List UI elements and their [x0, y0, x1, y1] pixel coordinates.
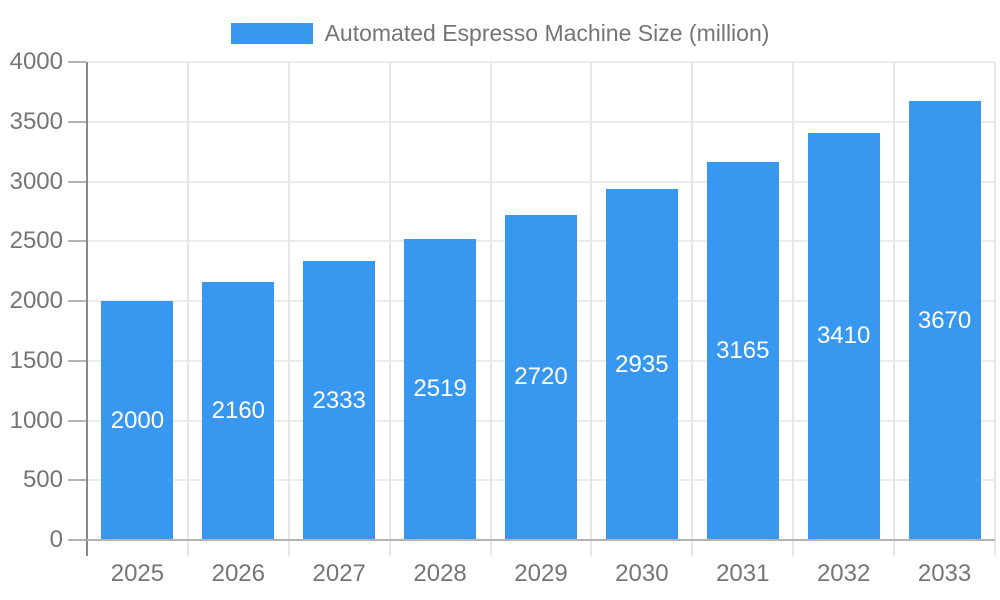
y-axis-tick — [68, 359, 86, 362]
v-gridline — [186, 62, 189, 556]
y-axis-tick — [68, 61, 86, 63]
v-gridline — [792, 62, 795, 556]
bar-value-label: 2333 — [312, 386, 366, 414]
x-axis-tick-label: 2027 — [312, 560, 366, 587]
y-axis-tick-label: 3000 — [9, 167, 63, 195]
y-axis-tick — [68, 419, 86, 422]
y-axis-tick — [68, 240, 86, 243]
legend-label: Automated Espresso Machine Size (million… — [324, 20, 770, 46]
y-axis-tick — [68, 180, 86, 183]
x-axis-tick-label: 2029 — [514, 560, 568, 587]
bar — [101, 301, 174, 540]
bar-value-label: 2935 — [615, 350, 669, 378]
y-axis-line — [86, 62, 88, 556]
y-axis-tick — [68, 120, 86, 123]
y-axis-tick-label: 4000 — [9, 48, 63, 75]
bar — [605, 189, 678, 540]
chart-legend: Automated Espresso Machine Size (million… — [0, 22, 1000, 45]
y-axis-tick — [68, 479, 86, 482]
bar-value-label: 2160 — [211, 396, 266, 424]
bar-value-label: 2519 — [413, 375, 467, 403]
bar-value-label: 2720 — [514, 363, 568, 391]
bar-value-label: 3165 — [716, 336, 770, 364]
h-gridline — [87, 120, 995, 123]
x-axis-baseline — [87, 539, 995, 541]
bar — [505, 214, 577, 540]
x-axis-tick-label: 2026 — [211, 560, 265, 587]
bar-value-label: 3410 — [816, 322, 871, 350]
bar — [706, 161, 779, 540]
x-axis-tick-label: 2028 — [413, 560, 467, 587]
h-gridline — [87, 61, 995, 63]
v-gridline — [893, 62, 896, 556]
bar — [303, 261, 376, 540]
v-gridline — [691, 62, 694, 556]
bar — [908, 101, 981, 540]
v-gridline — [590, 62, 593, 556]
bar — [404, 238, 477, 540]
x-axis-tick-label: 2025 — [110, 560, 165, 587]
x-axis-tick-label: 2031 — [716, 560, 770, 587]
bar — [202, 281, 275, 540]
v-gridline — [489, 62, 492, 556]
plot-area: 0 500 1000 1500 2000 2500 3000 3500 4000 2025 2026… — [10, 50, 996, 586]
x-axis-tick-label: 2030 — [615, 560, 669, 587]
bar — [807, 132, 880, 540]
v-gridline — [994, 62, 996, 556]
legend-swatch — [230, 23, 313, 44]
y-axis-tick-label: 1000 — [9, 406, 63, 434]
y-axis-tick-label: 0 — [49, 526, 63, 553]
bar-value-label: 3670 — [917, 306, 972, 334]
v-gridline — [287, 62, 290, 556]
x-axis-tick-label: 2033 — [917, 560, 972, 587]
y-axis-tick-label: 2000 — [9, 287, 63, 314]
y-axis-tick — [68, 539, 86, 541]
y-axis-tick-label: 500 — [22, 466, 63, 494]
y-axis-tick-label: 2500 — [9, 227, 63, 255]
y-axis-tick-label: 3500 — [9, 107, 63, 135]
v-gridline — [388, 62, 391, 556]
bar-value-label: 2000 — [110, 406, 165, 434]
y-axis-tick-label: 1500 — [9, 346, 63, 374]
h-gridline — [87, 180, 995, 183]
x-axis-tick-label: 2032 — [816, 560, 871, 587]
y-axis-tick — [68, 300, 86, 302]
